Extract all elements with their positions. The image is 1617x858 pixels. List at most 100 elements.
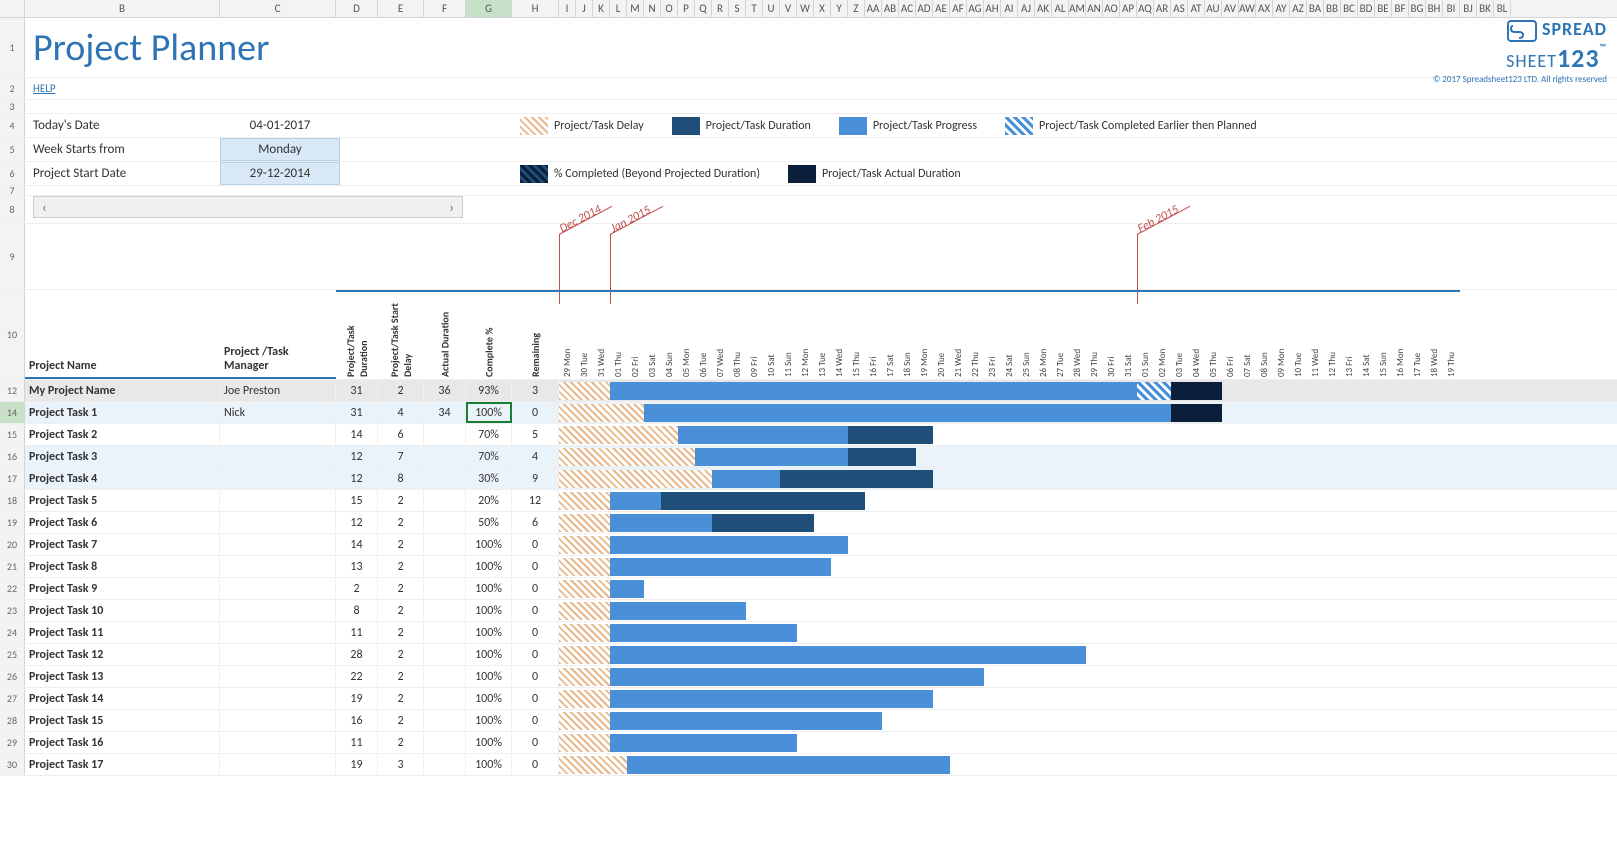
cell-actual-duration[interactable] (424, 600, 466, 621)
cell-actual-duration[interactable] (424, 688, 466, 709)
cell-name[interactable]: Project Task 5 (25, 490, 220, 511)
cell-name[interactable]: Project Task 8 (25, 556, 220, 577)
cell-remaining[interactable]: 0 (512, 666, 559, 687)
col-Y[interactable]: Y (831, 0, 848, 17)
day-header[interactable]: 14 Sat (1358, 290, 1375, 379)
cell-name[interactable]: Project Task 11 (25, 622, 220, 643)
cell-manager[interactable]: Joe Preston (220, 380, 336, 401)
cell-remaining[interactable]: 0 (512, 688, 559, 709)
day-header[interactable]: 12 Thu (1324, 290, 1341, 379)
cell-name[interactable]: Project Task 4 (25, 468, 220, 489)
cell-complete[interactable]: 100% (466, 644, 512, 665)
task-row[interactable]: 20Project Task 7142100%0 (0, 534, 1617, 556)
col-K[interactable]: K (593, 0, 610, 17)
cell-actual-duration[interactable] (424, 556, 466, 577)
cell-duration[interactable]: 8 (336, 600, 378, 621)
row-number[interactable]: 22 (0, 578, 25, 599)
cell-complete[interactable]: 100% (466, 710, 512, 731)
col-AQ[interactable]: AQ (1137, 0, 1154, 17)
cell-delay[interactable]: 3 (378, 754, 424, 775)
cell-delay[interactable]: 2 (378, 578, 424, 599)
cell-complete[interactable]: 100% (466, 732, 512, 753)
cell-duration[interactable]: 2 (336, 578, 378, 599)
cell-manager[interactable] (220, 534, 336, 555)
cell-remaining[interactable]: 12 (512, 490, 559, 511)
cell-duration[interactable]: 15 (336, 490, 378, 511)
row-number[interactable]: 25 (0, 644, 25, 665)
cell-complete[interactable]: 70% (466, 424, 512, 445)
project-row[interactable]: 12My Project NameJoe Preston3123693%3 (0, 380, 1617, 402)
day-header[interactable]: 16 Fri (865, 290, 882, 379)
cell-name[interactable]: Project Task 15 (25, 710, 220, 731)
col-AW[interactable]: AW (1239, 0, 1256, 17)
col-B[interactable]: B (25, 0, 220, 17)
day-header[interactable]: 17 Sat (882, 290, 899, 379)
cell-remaining[interactable]: 0 (512, 402, 559, 423)
col-BC[interactable]: BC (1341, 0, 1358, 17)
cell-duration[interactable]: 11 (336, 732, 378, 753)
col-E[interactable]: E (378, 0, 424, 17)
task-row[interactable]: 29Project Task 16112100%0 (0, 732, 1617, 754)
startdate-value[interactable]: 29-12-2014 (220, 162, 340, 185)
row-number[interactable]: 4 (0, 114, 25, 137)
cell-manager[interactable] (220, 688, 336, 709)
col-AG[interactable]: AG (967, 0, 984, 17)
col-AI[interactable]: AI (1001, 0, 1018, 17)
row-number[interactable]: 16 (0, 446, 25, 467)
cell-actual-duration[interactable] (424, 754, 466, 775)
cell-remaining[interactable]: 0 (512, 710, 559, 731)
cell-name[interactable]: Project Task 7 (25, 534, 220, 555)
task-row[interactable]: 19Project Task 612250%6 (0, 512, 1617, 534)
col-Z[interactable]: Z (848, 0, 865, 17)
col-BI[interactable]: BI (1443, 0, 1460, 17)
cell-actual-duration[interactable]: 36 (424, 380, 466, 401)
day-header[interactable]: 19 Thu (1443, 290, 1460, 379)
col-AR[interactable]: AR (1154, 0, 1171, 17)
row-number[interactable]: 8 (0, 196, 25, 223)
cell-manager[interactable] (220, 600, 336, 621)
cell-complete[interactable]: 100% (466, 556, 512, 577)
cell-actual-duration[interactable] (424, 644, 466, 665)
cell-manager[interactable]: Nick (220, 402, 336, 423)
day-header[interactable]: 19 Mon (916, 290, 933, 379)
day-header[interactable]: 18 Sun (899, 290, 916, 379)
cell-name[interactable]: Project Task 17 (25, 754, 220, 775)
cell-actual-duration[interactable] (424, 666, 466, 687)
day-header[interactable]: 20 Tue (933, 290, 950, 379)
cell-delay[interactable]: 2 (378, 644, 424, 665)
cell-complete[interactable]: 100% (466, 622, 512, 643)
cell-duration[interactable]: 14 (336, 424, 378, 445)
day-header[interactable]: 09 Mon (1273, 290, 1290, 379)
task-row[interactable]: 18Project Task 515220%12 (0, 490, 1617, 512)
cell-complete[interactable]: 100% (466, 688, 512, 709)
day-header[interactable]: 02 Mon (1154, 290, 1171, 379)
cell-duration[interactable]: 12 (336, 446, 378, 467)
row-number[interactable]: 28 (0, 710, 25, 731)
cell-delay[interactable]: 2 (378, 600, 424, 621)
cell-actual-duration[interactable] (424, 468, 466, 489)
hdr-project-name[interactable]: Project Name (25, 290, 220, 379)
cell-duration[interactable]: 12 (336, 468, 378, 489)
col-H[interactable]: H (512, 0, 559, 17)
col-BA[interactable]: BA (1307, 0, 1324, 17)
day-header[interactable]: 09 Fri (746, 290, 763, 379)
day-header[interactable]: 05 Thu (1205, 290, 1222, 379)
col-D[interactable]: D (336, 0, 378, 17)
cell-manager[interactable] (220, 556, 336, 577)
day-header[interactable]: 03 Sat (644, 290, 661, 379)
col-O[interactable]: O (661, 0, 678, 17)
cell-remaining[interactable]: 0 (512, 732, 559, 753)
cell-delay[interactable]: 2 (378, 490, 424, 511)
row-number[interactable]: 17 (0, 468, 25, 489)
cell-complete[interactable]: 30% (466, 468, 512, 489)
col-S[interactable]: S (729, 0, 746, 17)
day-header[interactable]: 25 Sun (1018, 290, 1035, 379)
row-number[interactable]: 6 (0, 162, 25, 185)
col-AO[interactable]: AO (1103, 0, 1120, 17)
col-BD[interactable]: BD (1358, 0, 1375, 17)
cell-remaining[interactable]: 0 (512, 600, 559, 621)
cell-manager[interactable] (220, 754, 336, 775)
cell-actual-duration[interactable] (424, 424, 466, 445)
cell-delay[interactable]: 2 (378, 534, 424, 555)
cell-complete[interactable]: 100% (466, 754, 512, 775)
